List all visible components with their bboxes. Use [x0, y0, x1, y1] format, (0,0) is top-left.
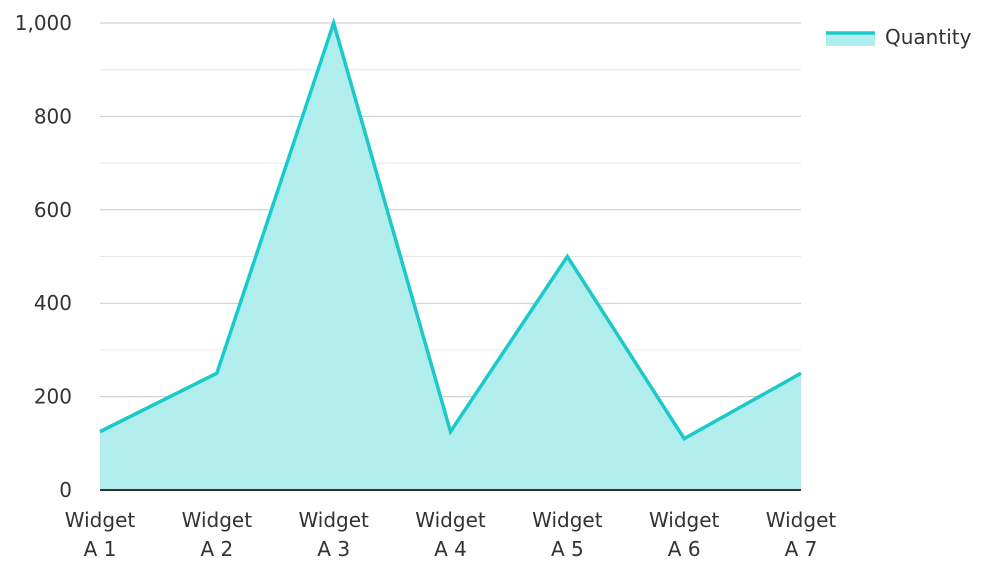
x-tick-label: Widget A 6	[649, 508, 720, 561]
y-tick-label: 600	[34, 198, 72, 222]
data-point[interactable]	[795, 367, 807, 379]
series-line-1	[99, 17, 802, 441]
x-tick-label-line: A 3	[317, 537, 350, 561]
area-layer	[94, 17, 807, 490]
x-tick-label-line: Widget	[766, 508, 837, 532]
x-tick-label: Widget A 4	[415, 508, 486, 561]
x-tick-label: Widget A 2	[182, 508, 253, 561]
data-point[interactable]	[561, 251, 573, 263]
x-tick-label: Widget A 7	[766, 508, 837, 561]
x-tick-label: Widget A 5	[532, 508, 603, 561]
legend-swatch-fill	[826, 33, 875, 46]
data-point[interactable]	[211, 367, 223, 379]
y-tick-label: 400	[34, 291, 72, 315]
legend-label: Quantity	[885, 25, 972, 49]
data-point[interactable]	[678, 433, 690, 445]
x-tick-label-line: A 2	[200, 537, 233, 561]
x-tick-label-line: Widget	[532, 508, 603, 532]
x-tick-label-line: Widget	[298, 508, 369, 532]
data-point[interactable]	[328, 17, 340, 29]
x-tick-label-line: A 6	[668, 537, 701, 561]
data-point[interactable]	[94, 426, 106, 438]
x-tick-label-line: A 4	[434, 537, 467, 561]
x-tick-label-line: A 7	[785, 537, 818, 561]
x-tick-label-line: Widget	[415, 508, 486, 532]
x-tick-label: Widget A 1	[65, 508, 136, 561]
data-point[interactable]	[445, 426, 457, 438]
area-fill-1	[100, 23, 801, 490]
x-tick-label-line: Widget	[649, 508, 720, 532]
y-tick-label: 0	[59, 478, 72, 502]
y-tick-label: 800	[34, 104, 72, 128]
y-tick-label: 200	[34, 385, 72, 409]
x-tick-label-line: A 1	[84, 537, 117, 561]
x-tick-label-line: Widget	[182, 508, 253, 532]
legend[interactable]: Quantity	[826, 25, 972, 49]
x-tick-label-line: A 5	[551, 537, 584, 561]
x-tick-label-line: Widget	[65, 508, 136, 532]
y-tick-label: 1,000	[15, 11, 72, 35]
x-tick-label: Widget A 3	[298, 508, 369, 561]
